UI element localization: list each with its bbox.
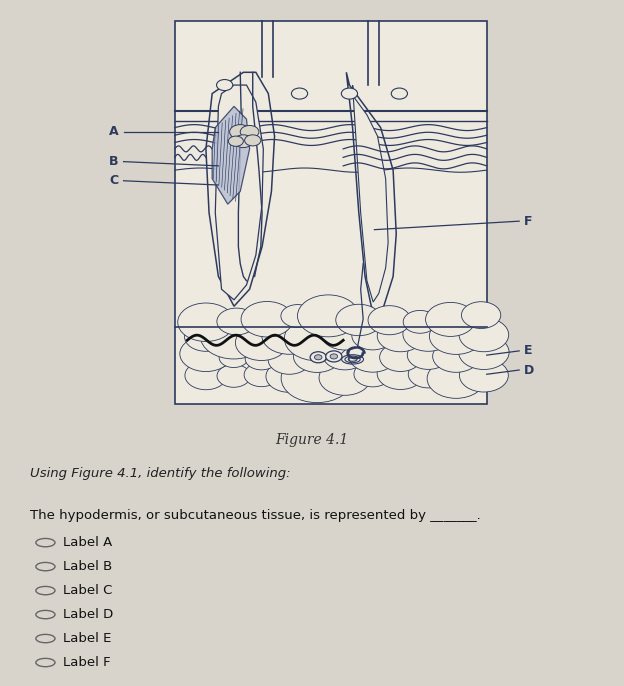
Circle shape: [336, 305, 382, 335]
Circle shape: [185, 322, 227, 351]
Circle shape: [281, 305, 314, 327]
Circle shape: [378, 320, 424, 352]
Circle shape: [293, 340, 341, 372]
Circle shape: [244, 363, 279, 387]
Circle shape: [403, 311, 437, 333]
Circle shape: [319, 360, 371, 395]
Polygon shape: [212, 106, 250, 204]
Circle shape: [245, 348, 278, 370]
Circle shape: [291, 88, 308, 99]
Circle shape: [234, 135, 253, 147]
Polygon shape: [353, 85, 388, 302]
Circle shape: [262, 317, 317, 354]
Text: Label A: Label A: [64, 536, 113, 549]
Circle shape: [459, 335, 509, 370]
Circle shape: [241, 301, 293, 337]
Text: D: D: [524, 364, 534, 377]
Circle shape: [429, 318, 483, 355]
Circle shape: [408, 361, 448, 388]
Circle shape: [462, 302, 500, 329]
Text: F: F: [524, 215, 533, 228]
Circle shape: [368, 306, 411, 335]
Circle shape: [219, 348, 248, 368]
Circle shape: [321, 318, 369, 350]
Circle shape: [377, 357, 424, 390]
Circle shape: [407, 341, 449, 369]
Circle shape: [341, 88, 358, 99]
Polygon shape: [215, 85, 263, 300]
Circle shape: [427, 359, 485, 399]
Circle shape: [310, 352, 326, 363]
Circle shape: [323, 340, 367, 370]
Text: A: A: [109, 126, 119, 139]
Circle shape: [330, 354, 338, 359]
Circle shape: [217, 308, 256, 335]
Circle shape: [266, 360, 313, 392]
Circle shape: [217, 364, 250, 388]
Text: B: B: [109, 155, 119, 168]
Circle shape: [352, 322, 394, 350]
Circle shape: [298, 295, 359, 337]
Circle shape: [459, 359, 509, 392]
Text: C: C: [109, 174, 119, 187]
Circle shape: [459, 318, 509, 352]
Text: Using Figure 4.1, identify the following:: Using Figure 4.1, identify the following…: [31, 467, 291, 480]
Circle shape: [354, 362, 391, 387]
Circle shape: [180, 336, 232, 372]
Bar: [175, 21, 487, 404]
Circle shape: [240, 126, 259, 138]
Text: Label E: Label E: [64, 632, 112, 645]
Circle shape: [228, 136, 243, 146]
Polygon shape: [206, 72, 275, 306]
Circle shape: [403, 317, 454, 351]
Circle shape: [379, 343, 421, 372]
Circle shape: [200, 314, 267, 359]
Circle shape: [391, 88, 407, 99]
Circle shape: [245, 135, 261, 146]
Circle shape: [281, 353, 353, 403]
Circle shape: [185, 361, 227, 390]
Text: Label F: Label F: [64, 656, 111, 669]
Circle shape: [285, 316, 350, 361]
Circle shape: [178, 303, 234, 342]
Polygon shape: [346, 72, 396, 315]
Circle shape: [230, 125, 251, 139]
Circle shape: [432, 340, 479, 372]
Text: E: E: [524, 344, 533, 357]
Text: Label B: Label B: [64, 560, 113, 573]
Text: The hypodermis, or subcutaneous tissue, is represented by _______.: The hypodermis, or subcutaneous tissue, …: [31, 509, 481, 522]
Circle shape: [326, 351, 342, 362]
Text: Label D: Label D: [64, 608, 114, 621]
Circle shape: [217, 80, 233, 91]
Circle shape: [349, 339, 397, 372]
Circle shape: [235, 325, 288, 361]
Circle shape: [426, 303, 475, 336]
Circle shape: [314, 355, 322, 360]
Circle shape: [268, 346, 311, 375]
Text: Label C: Label C: [64, 584, 113, 597]
Text: Figure 4.1: Figure 4.1: [275, 433, 349, 447]
